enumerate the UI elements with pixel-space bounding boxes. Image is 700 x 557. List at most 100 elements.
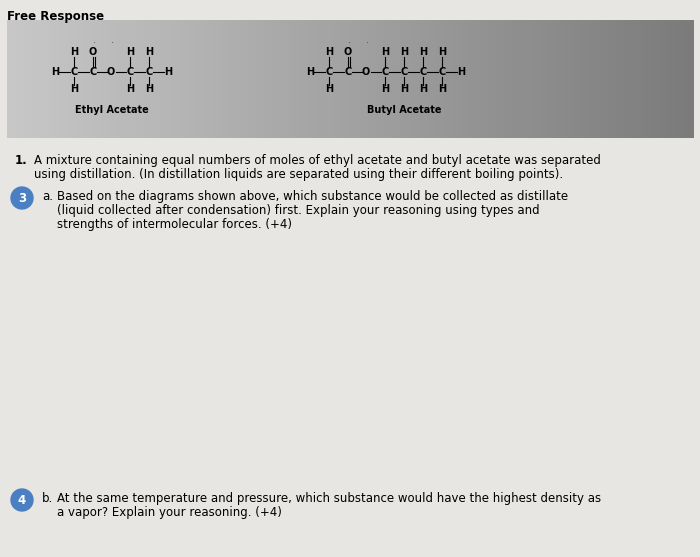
Bar bbox=[376, 20, 385, 138]
Text: A mixture containing equal numbers of moles of ethyl acetate and butyl acetate w: A mixture containing equal numbers of mo… bbox=[34, 154, 601, 167]
Bar bbox=[641, 20, 650, 138]
Bar bbox=[402, 20, 410, 138]
Bar bbox=[453, 20, 462, 138]
Bar bbox=[33, 20, 42, 138]
Bar bbox=[153, 20, 162, 138]
Bar bbox=[187, 20, 196, 138]
Text: 3: 3 bbox=[18, 192, 26, 204]
Bar bbox=[333, 20, 342, 138]
Bar bbox=[161, 20, 170, 138]
Text: C: C bbox=[344, 67, 351, 77]
Text: At the same temperature and pressure, which substance would have the highest den: At the same temperature and pressure, wh… bbox=[57, 492, 601, 505]
Bar bbox=[650, 20, 659, 138]
Bar bbox=[7, 20, 16, 138]
Bar bbox=[582, 20, 591, 138]
Bar bbox=[419, 20, 428, 138]
Text: H: H bbox=[126, 84, 134, 94]
Bar bbox=[170, 20, 179, 138]
Bar bbox=[41, 20, 50, 138]
Text: Butyl Acetate: Butyl Acetate bbox=[367, 105, 441, 115]
Text: strengths of intermolecular forces. (+4): strengths of intermolecular forces. (+4) bbox=[57, 218, 292, 231]
Text: (liquid collected after condensation) first. Explain your reasoning using types : (liquid collected after condensation) fi… bbox=[57, 204, 540, 217]
Text: H: H bbox=[400, 84, 408, 94]
Text: H: H bbox=[400, 47, 408, 57]
Bar bbox=[667, 20, 676, 138]
Bar bbox=[367, 20, 376, 138]
Bar bbox=[230, 20, 239, 138]
Bar bbox=[67, 20, 76, 138]
Text: O: O bbox=[89, 47, 97, 57]
Text: C: C bbox=[419, 67, 426, 77]
Bar bbox=[290, 20, 299, 138]
Text: H: H bbox=[325, 84, 333, 94]
Bar bbox=[530, 20, 539, 138]
Bar bbox=[393, 20, 402, 138]
Bar bbox=[110, 20, 119, 138]
Text: O: O bbox=[362, 67, 370, 77]
Bar bbox=[573, 20, 582, 138]
Text: H: H bbox=[381, 47, 389, 57]
Bar bbox=[608, 20, 616, 138]
Text: C: C bbox=[127, 67, 134, 77]
Bar bbox=[136, 20, 145, 138]
Text: H: H bbox=[70, 84, 78, 94]
Text: 4: 4 bbox=[18, 494, 26, 506]
Text: O: O bbox=[107, 67, 115, 77]
Bar bbox=[273, 20, 282, 138]
Bar bbox=[487, 20, 496, 138]
Text: H: H bbox=[457, 67, 465, 77]
Bar bbox=[479, 20, 488, 138]
Bar bbox=[247, 20, 256, 138]
Bar bbox=[539, 20, 547, 138]
Bar bbox=[59, 20, 67, 138]
Bar bbox=[144, 20, 153, 138]
Bar bbox=[92, 20, 102, 138]
Text: C: C bbox=[382, 67, 388, 77]
Text: H: H bbox=[145, 84, 153, 94]
Bar bbox=[435, 20, 444, 138]
Bar bbox=[564, 20, 573, 138]
Text: a vapor? Explain your reasoning. (+4): a vapor? Explain your reasoning. (+4) bbox=[57, 506, 282, 519]
Bar bbox=[598, 20, 608, 138]
Text: C: C bbox=[90, 67, 97, 77]
Text: a.: a. bbox=[42, 190, 53, 203]
Text: ˙: ˙ bbox=[365, 43, 369, 49]
Bar bbox=[324, 20, 333, 138]
Bar bbox=[616, 20, 625, 138]
Text: b.: b. bbox=[42, 492, 53, 505]
Bar bbox=[461, 20, 470, 138]
Text: H: H bbox=[70, 47, 78, 57]
Bar bbox=[196, 20, 204, 138]
Bar bbox=[624, 20, 634, 138]
Bar bbox=[281, 20, 290, 138]
Bar bbox=[427, 20, 436, 138]
Bar bbox=[102, 20, 111, 138]
Text: Ethyl Acetate: Ethyl Acetate bbox=[75, 105, 148, 115]
Bar bbox=[298, 20, 307, 138]
Text: H: H bbox=[381, 84, 389, 94]
Text: C: C bbox=[146, 67, 153, 77]
Text: C: C bbox=[400, 67, 407, 77]
Bar bbox=[221, 20, 230, 138]
Bar bbox=[590, 20, 599, 138]
Bar bbox=[444, 20, 454, 138]
Text: C: C bbox=[71, 67, 78, 77]
Bar bbox=[307, 20, 316, 138]
Circle shape bbox=[11, 489, 33, 511]
Text: O: O bbox=[344, 47, 352, 57]
Text: C: C bbox=[438, 67, 446, 77]
Text: H: H bbox=[126, 47, 134, 57]
Bar bbox=[522, 20, 531, 138]
Text: ˙: ˙ bbox=[347, 43, 351, 49]
Bar bbox=[178, 20, 188, 138]
Bar bbox=[676, 20, 685, 138]
Bar bbox=[504, 20, 513, 138]
Text: H: H bbox=[419, 84, 427, 94]
Bar bbox=[685, 20, 694, 138]
Bar bbox=[127, 20, 136, 138]
Bar bbox=[358, 20, 368, 138]
Bar bbox=[316, 20, 325, 138]
Bar bbox=[204, 20, 214, 138]
Bar bbox=[547, 20, 556, 138]
Bar bbox=[513, 20, 522, 138]
